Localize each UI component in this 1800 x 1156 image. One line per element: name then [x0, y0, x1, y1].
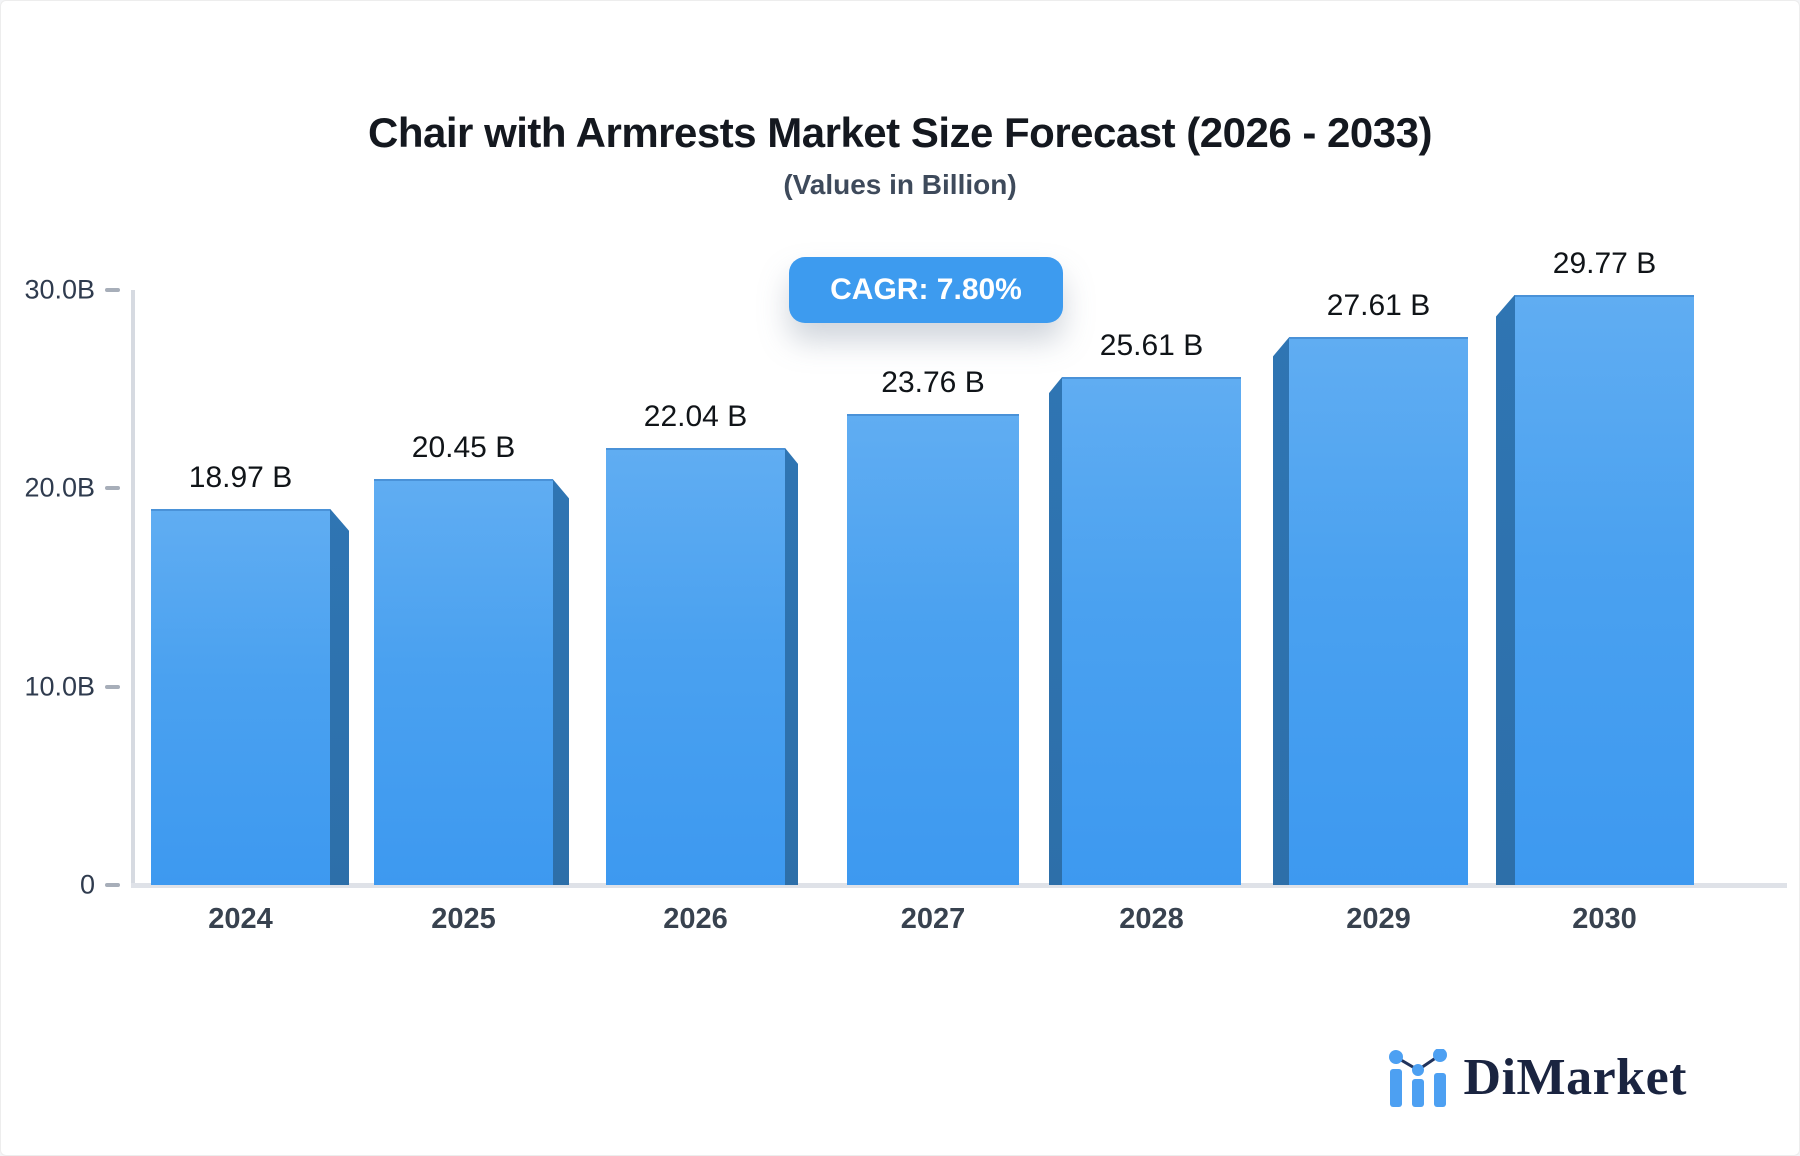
y-tick-label-30.0B: 30.0B: [24, 274, 95, 305]
cagr-badge: CAGR: 7.80%: [789, 257, 1063, 323]
bar-2024[interactable]: [151, 508, 330, 885]
bar-value-label-2028: 25.61 B: [1099, 329, 1204, 363]
y-tick-mark: [105, 288, 120, 292]
x-axis-label-2025: 2025: [431, 903, 496, 935]
bar-2026[interactable]: [606, 447, 785, 885]
bar-value-label-2029: 27.61 B: [1326, 289, 1431, 323]
x-axis-label-2027: 2027: [900, 903, 966, 935]
y-tick-mark: [105, 684, 120, 689]
bar-3d-side-2028: [1049, 377, 1062, 885]
y-tick-mark: [105, 883, 120, 887]
bar-chart-logo-icon: [1388, 1048, 1450, 1107]
bar-3d-side-2026: [785, 447, 798, 885]
bar-value-label-2030: 29.77 B: [1552, 246, 1657, 280]
y-tick-label-0: 0: [79, 869, 95, 900]
bar-value-label-2025: 20.45 B: [411, 431, 516, 465]
chart-title: Chair with Armrests Market Size Forecast…: [368, 109, 1432, 156]
bar-3d-side-2029: [1273, 337, 1289, 885]
bar-value-label-2024: 18.97 B: [188, 460, 293, 494]
x-axis-label-2030: 2030: [1572, 903, 1637, 935]
bar-3d-side-2024: [330, 508, 349, 885]
brand-name: DiMarket: [1463, 1049, 1687, 1106]
brand-logo[interactable]: DiMarket: [1388, 1048, 1687, 1107]
y-axis-line: [131, 290, 135, 887]
x-axis-baseline: [131, 883, 1787, 888]
bar-2027[interactable]: [847, 413, 1019, 885]
y-tick-mark: [105, 486, 120, 491]
y-tick-label-20.0B: 20.0B: [24, 472, 95, 503]
bar-2030[interactable]: [1515, 294, 1694, 885]
bar-3d-side-2030: [1496, 294, 1515, 885]
bar-2025[interactable]: [374, 479, 553, 885]
y-tick-label-10.0B: 10.0B: [24, 671, 95, 702]
bar-2029[interactable]: [1289, 337, 1468, 885]
chart-subtitle: (Values in Billion): [783, 169, 1017, 200]
bar-value-label-2026: 22.04 B: [643, 399, 748, 433]
x-axis-label-2028: 2028: [1119, 903, 1184, 935]
x-axis-label-2029: 2029: [1346, 903, 1411, 935]
bar-2028[interactable]: [1062, 377, 1241, 885]
x-axis-label-2024: 2024: [208, 903, 273, 935]
x-axis-label-2026: 2026: [663, 903, 728, 935]
bar-3d-side-2025: [553, 479, 569, 885]
bar-value-label-2027: 23.76 B: [881, 365, 985, 399]
